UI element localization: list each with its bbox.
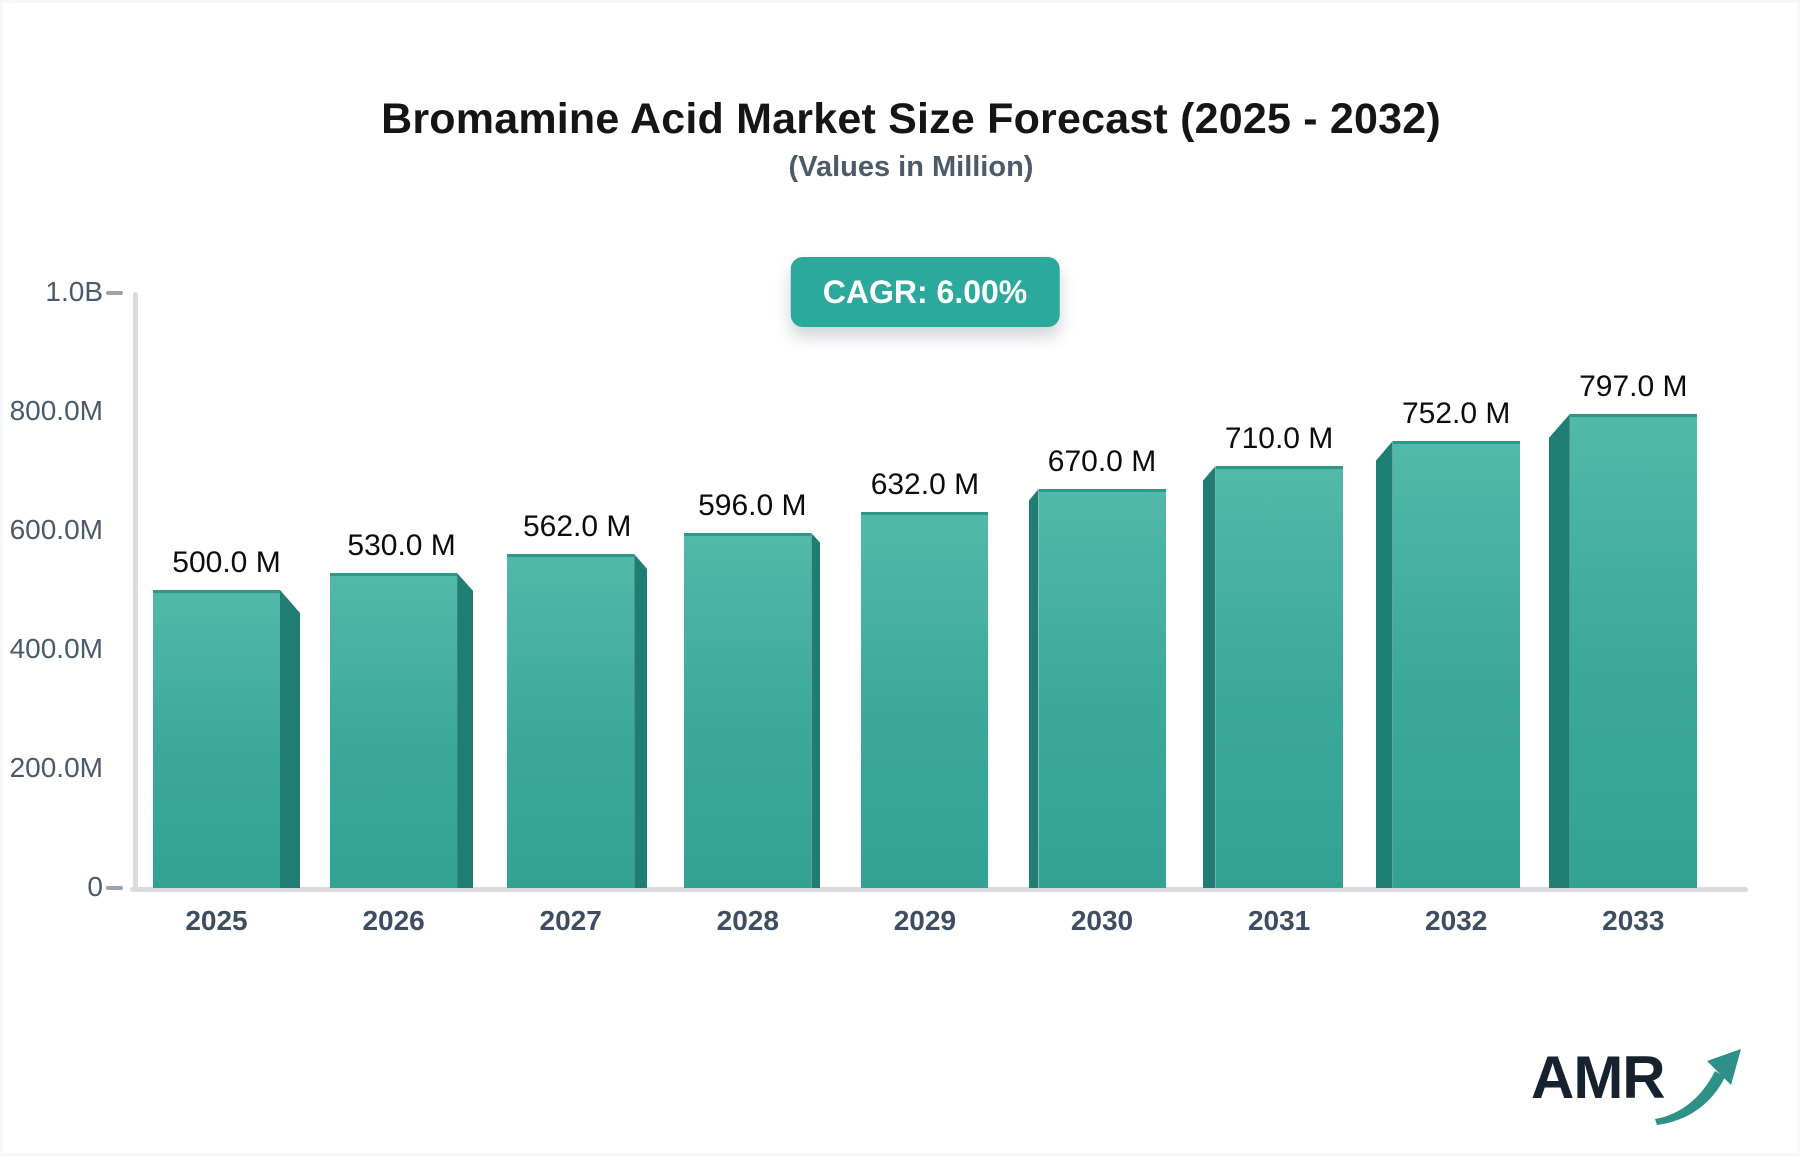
- bar-2029: [861, 512, 989, 888]
- amr-logo: AMR: [1531, 1035, 1741, 1125]
- bar-value-label-2032: 752.0 M: [1401, 397, 1511, 430]
- y-axis-tick-top: [106, 291, 123, 295]
- x-axis-label-2030: 2030: [1070, 905, 1134, 936]
- x-axis-label-2028: 2028: [716, 905, 779, 936]
- x-axis-label-2026: 2026: [362, 905, 425, 936]
- bar-2033: [1569, 414, 1697, 888]
- cagr-badge: CAGR: 6.00%: [790, 257, 1060, 327]
- bar-2028: [684, 533, 812, 888]
- bar-value-label-2029: 632.0 M: [870, 468, 980, 501]
- y-axis-label-400.0M: 400.0M: [9, 633, 103, 664]
- x-axis-label-2033: 2033: [1602, 905, 1665, 936]
- bar-2032: [1392, 441, 1520, 888]
- bar-side-2031: [1202, 466, 1216, 888]
- bar-side-2028: [811, 533, 821, 888]
- bar-value-label-2033: 797.0 M: [1579, 370, 1688, 403]
- y-axis-label-0: 0: [87, 871, 103, 902]
- y-axis-label-800.0M: 800.0M: [9, 395, 103, 426]
- bar-2025: [153, 590, 280, 888]
- bar-value-label-2027: 562.0 M: [522, 510, 632, 543]
- x-axis-line: [130, 887, 1748, 892]
- bar-value-label-2025: 500.0 M: [172, 546, 281, 579]
- bar-side-2030: [1028, 489, 1039, 888]
- bar-side-2025: [280, 590, 300, 888]
- bar-2030: [1038, 489, 1166, 888]
- x-axis-label-2027: 2027: [539, 905, 602, 936]
- bar-side-2027: [634, 554, 648, 888]
- bar-value-label-2026: 530.0 M: [347, 529, 456, 562]
- y-axis-label-1.0B: 1.0B: [45, 276, 103, 307]
- bar-value-label-2031: 710.0 M: [1224, 422, 1334, 455]
- chart-title: Bromamine Acid Market Size Forecast (202…: [381, 95, 1441, 143]
- amr-logo-text: AMR: [1531, 1044, 1666, 1111]
- x-axis-label-2031: 2031: [1247, 905, 1311, 936]
- bar-2026: [330, 573, 458, 888]
- bar-value-label-2028: 596.0 M: [698, 489, 807, 522]
- x-axis-label-2025: 2025: [185, 905, 248, 936]
- bar-2031: [1215, 466, 1343, 888]
- x-axis-label-2029: 2029: [893, 905, 957, 936]
- bar-2027: [507, 554, 635, 888]
- chart-subtitle: (Values in Million): [788, 151, 1034, 183]
- y-axis-label-200.0M: 200.0M: [9, 752, 103, 783]
- bar-side-2033: [1548, 414, 1570, 888]
- x-axis-label-2032: 2032: [1425, 905, 1488, 936]
- bar-side-2032: [1375, 441, 1393, 888]
- y-axis-tick-zero: [106, 886, 123, 890]
- amr-logo-arrow-icon: [1655, 1049, 1741, 1125]
- bar-value-label-2030: 670.0 M: [1047, 445, 1157, 478]
- bar-side-2026: [457, 573, 474, 888]
- y-axis-line: [133, 292, 138, 891]
- y-axis-label-600.0M: 600.0M: [9, 514, 103, 545]
